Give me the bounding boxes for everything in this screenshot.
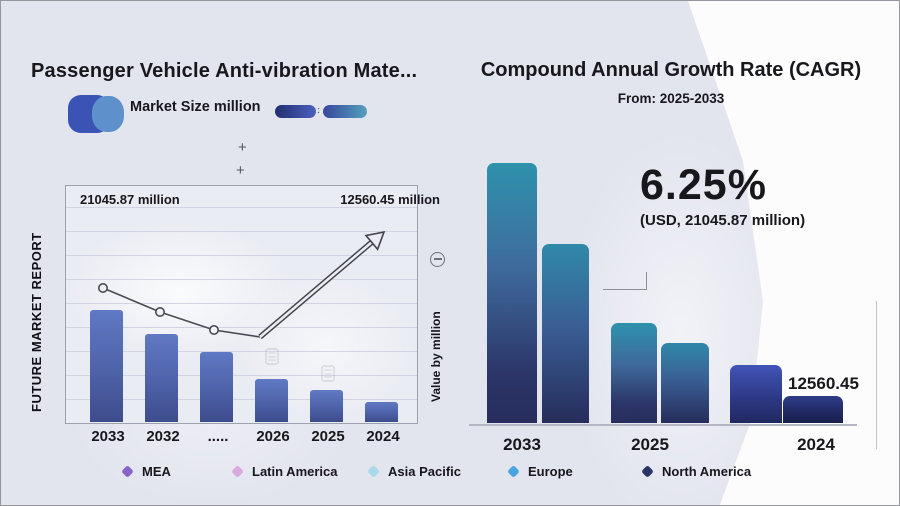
plus-mark-icon: + xyxy=(236,162,245,179)
right-x-label: 2025 xyxy=(631,435,669,454)
legend-item-mea: MEA xyxy=(121,463,171,479)
legend-label: Asia Pacific xyxy=(388,463,461,479)
right-x-label: 2033 xyxy=(503,435,541,454)
cagr-detail: (USD, 21045.87 million) xyxy=(640,212,806,229)
corner-bracket-decor xyxy=(603,272,647,290)
right-bar-2033-a xyxy=(487,163,537,423)
cagr-value: 6.25% xyxy=(640,161,767,209)
market-size-label: Market Size million xyxy=(130,99,261,115)
legend-label: Latin America xyxy=(252,463,338,479)
legend-diamond-icon xyxy=(231,464,244,478)
legend-item-europe: Europe xyxy=(507,463,573,479)
right-bar-2024-b xyxy=(783,396,843,423)
trend-line-and-arrow xyxy=(97,230,386,382)
pill-separator: : xyxy=(317,105,320,115)
right-end-value-label: 12560.45 xyxy=(788,374,859,393)
left-x-label: ..... xyxy=(207,428,229,445)
left-bar-2024 xyxy=(365,402,398,422)
left-chart-title: Passenger Vehicle Anti-vibration Mate... xyxy=(31,60,418,82)
vertical-divider-line xyxy=(876,301,877,449)
right-bar-2033-b xyxy=(542,244,589,423)
left-bar-2032 xyxy=(145,334,178,422)
right-bar-2024-a xyxy=(730,365,782,423)
gridline xyxy=(66,255,417,256)
plus-mark-icon: + xyxy=(238,139,247,156)
gridline xyxy=(66,399,417,400)
end-value-label: 12560.45 million xyxy=(340,192,440,207)
left-bar-2026 xyxy=(255,379,288,422)
left-x-label: 2033 xyxy=(91,428,125,445)
left-x-label: 2024 xyxy=(366,428,400,445)
legend-diamond-icon xyxy=(367,464,380,478)
right-bar-2025-b xyxy=(661,343,709,423)
legend-item-asia-pacific: Asia Pacific xyxy=(367,463,461,479)
gridline xyxy=(66,375,417,376)
legend-item-latin-america: Latin America xyxy=(231,463,338,479)
gridline xyxy=(66,279,417,280)
legend-diamond-icon xyxy=(121,464,134,478)
gridline xyxy=(66,207,417,208)
gridline xyxy=(66,303,417,304)
cylinder-face xyxy=(92,96,124,132)
value-by-million-axis-label: Value by million xyxy=(429,311,443,403)
right-bar-2025-a xyxy=(611,323,657,423)
gradient-pill-icon-1 xyxy=(275,105,316,118)
market-size-cylinder-icon xyxy=(68,95,124,133)
start-value-label: 21045.87 million xyxy=(80,192,180,207)
left-bar-2033 xyxy=(90,310,123,422)
gridline xyxy=(66,351,417,352)
gridline xyxy=(66,327,417,328)
cagr-title: Compound Annual Growth Rate (CAGR) xyxy=(480,59,862,81)
circled-minus-icon xyxy=(430,252,445,267)
gradient-pill-icon-2 xyxy=(323,105,367,118)
legend-label: MEA xyxy=(142,463,171,479)
legend-item-north-america: North America xyxy=(641,463,752,479)
right-chart-baseline xyxy=(469,424,857,426)
gridline xyxy=(66,231,417,232)
left-bar-..... xyxy=(200,352,233,422)
future-market-report-side-label: FUTURE MARKET REPORT xyxy=(29,232,44,412)
left-bar-2025 xyxy=(310,390,343,422)
left-x-label: 2026 xyxy=(256,428,290,445)
left-x-label: 2025 xyxy=(311,428,345,445)
left-x-label: 2032 xyxy=(146,428,180,445)
legend-label: Europe xyxy=(528,463,573,479)
legend-diamond-icon xyxy=(507,464,520,478)
legend-diamond-icon xyxy=(641,464,654,478)
left-chart-panel: 21045.87 million 12560.45 million xyxy=(65,185,440,424)
legend-label: North America xyxy=(662,463,752,479)
cagr-subtitle: From: 2025-2033 xyxy=(617,91,725,106)
right-x-label: 2024 xyxy=(797,435,835,454)
